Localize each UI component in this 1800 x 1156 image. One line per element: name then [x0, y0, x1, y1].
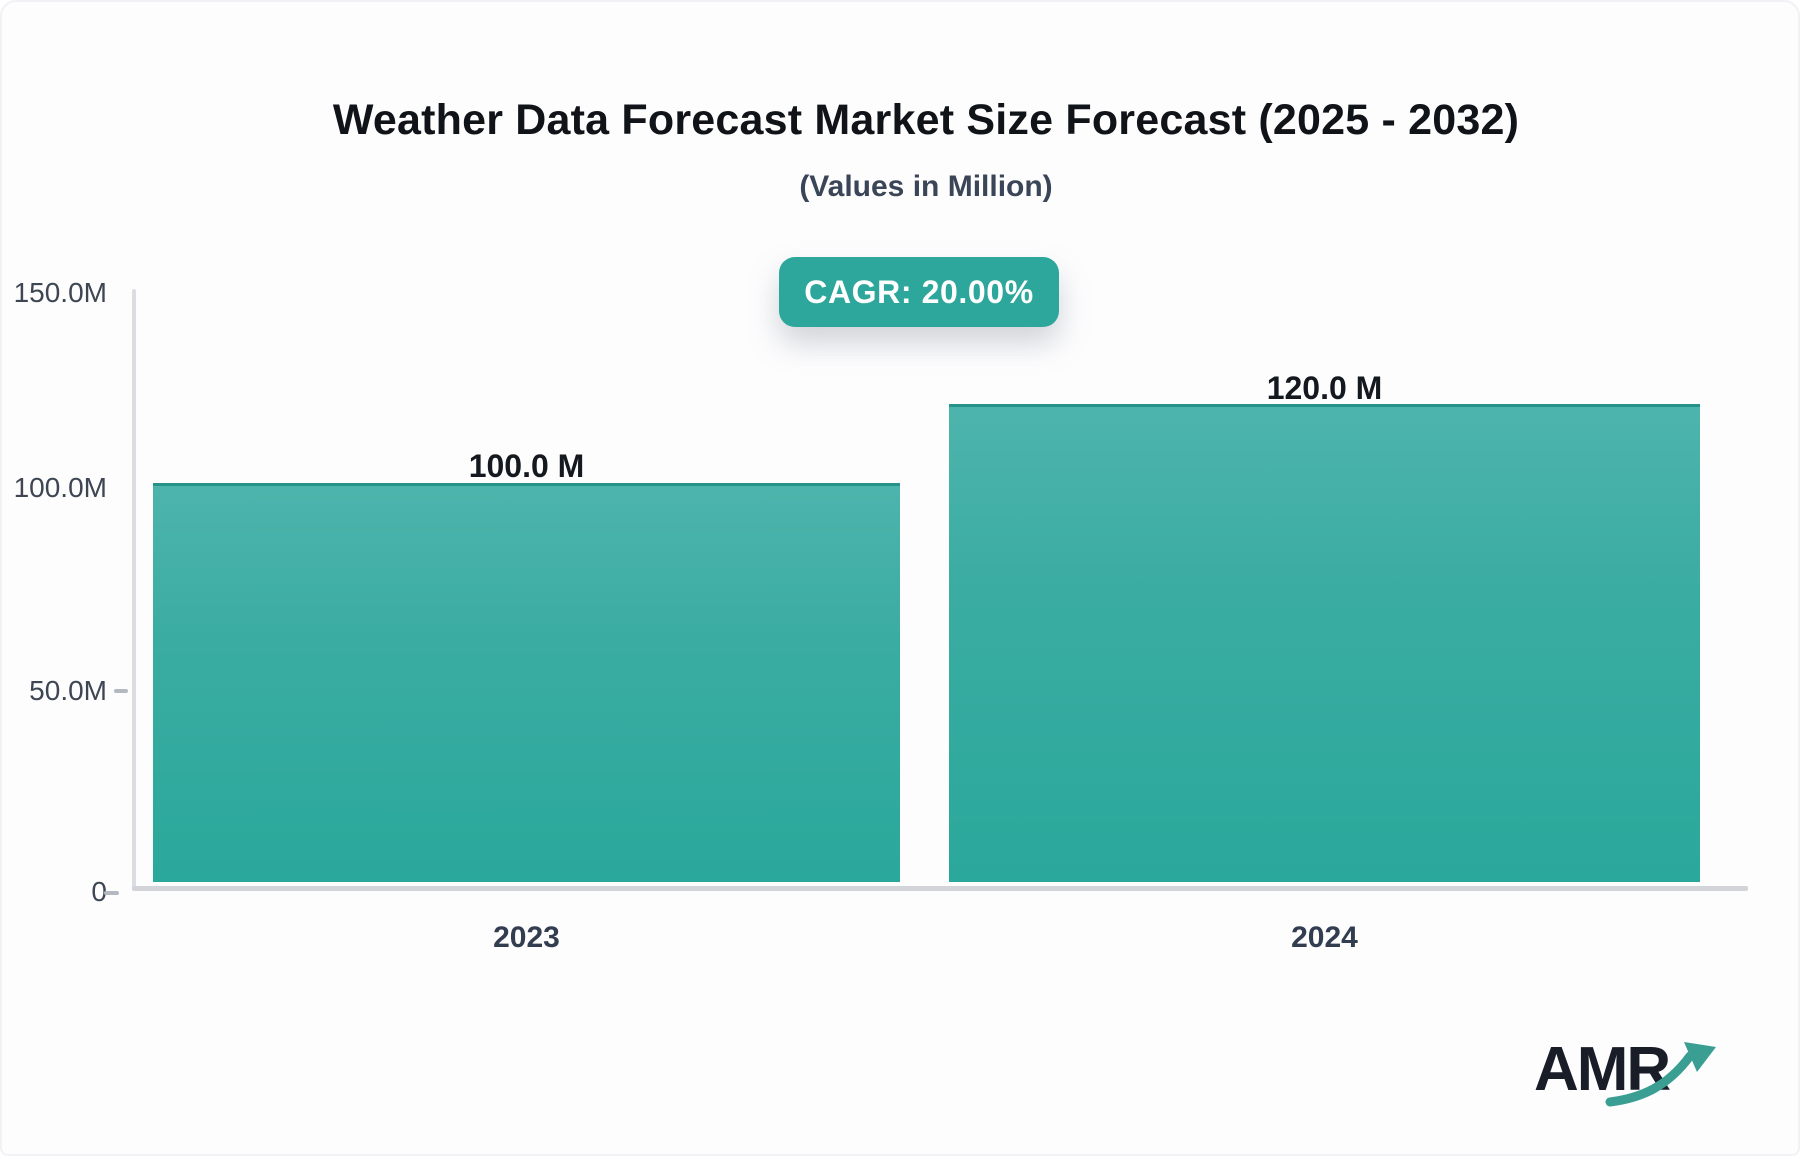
chart-subtitle: (Values in Million): [799, 170, 1053, 203]
y-tick-mark-50: [114, 689, 128, 693]
bar-2024[interactable]: [949, 404, 1700, 882]
y-tick-mark-0: [104, 891, 119, 895]
growth-arrow-icon: [1605, 1042, 1716, 1107]
chart-title: Weather Data Forecast Market Size Foreca…: [332, 96, 1520, 144]
cagr-badge: CAGR: 20.00%: [779, 257, 1059, 327]
bar-2023[interactable]: [153, 483, 900, 882]
y-tick-label-100: 100.0M: [13, 472, 107, 503]
y-tick-label-0: 0: [91, 876, 107, 907]
amr-logo: AMR: [1534, 1032, 1724, 1112]
y-axis-line: [132, 289, 136, 890]
bar-value-label-2023: 100.0 M: [468, 448, 585, 484]
bar-value-label-2024: 120.0 M: [1266, 370, 1383, 406]
x-tick-label-2023: 2023: [493, 921, 560, 954]
y-tick-label-150: 150.0M: [13, 277, 107, 308]
y-tick-label-50: 50.0M: [29, 675, 107, 706]
x-axis-line: [132, 886, 1748, 891]
cagr-badge-label: CAGR: 20.00%: [804, 273, 1034, 310]
x-tick-label-2024: 2024: [1291, 921, 1358, 954]
